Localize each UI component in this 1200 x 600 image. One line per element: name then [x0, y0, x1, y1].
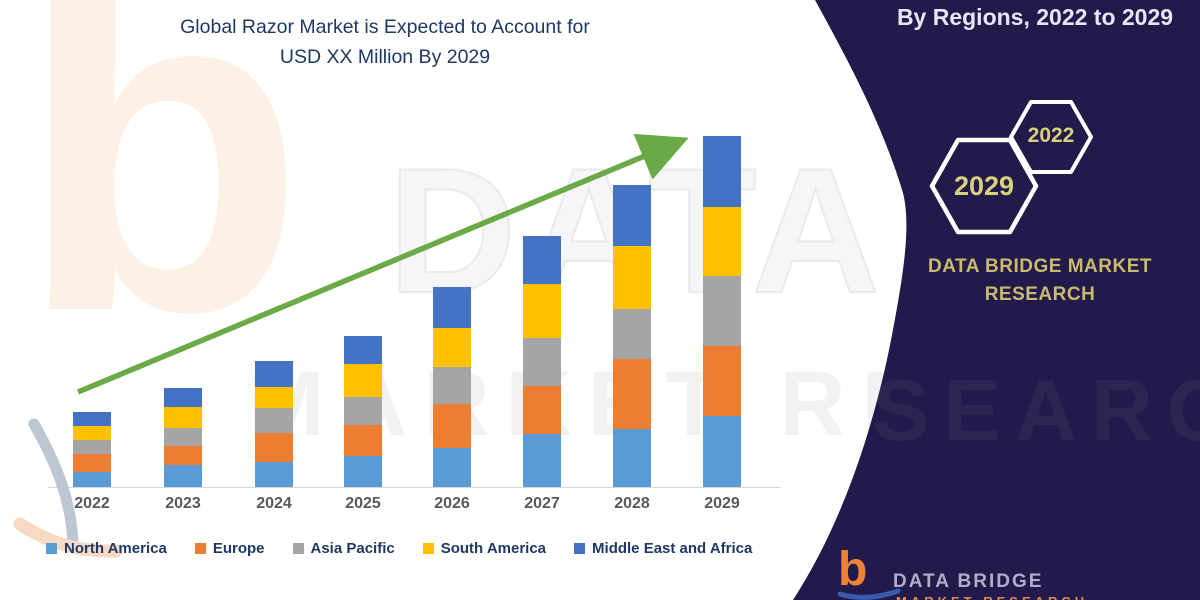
x-axis-label-2027: 2027 [524, 495, 560, 512]
bar-segment-north-america-2026 [433, 448, 471, 487]
bar-segment-europe-2022 [73, 454, 111, 472]
bar-segment-middle-east-and-africa-2025 [344, 336, 382, 364]
bar-segment-north-america-2024 [255, 462, 293, 487]
legend-item-middle-east-and-africa: Middle East and Africa [574, 540, 752, 557]
bar-segment-middle-east-and-africa-2022 [73, 412, 111, 426]
bar-segment-europe-2023 [164, 446, 202, 465]
footer-logo-b-icon: b [838, 543, 868, 596]
bar-segment-south-america-2026 [433, 328, 471, 367]
legend-label-middle-east-and-africa: Middle East and Africa [592, 540, 753, 557]
bar-segment-europe-2028 [613, 359, 651, 429]
chart-title: Global Razor Market is Expected to Accou… [60, 12, 710, 72]
bar-segment-south-america-2022 [73, 426, 111, 440]
sidebar-brand-text: DATA BRIDGE MARKET RESEARCH [890, 253, 1190, 308]
bar-segment-asia-pacific-2028 [613, 309, 651, 359]
bar-segment-asia-pacific-2024 [255, 408, 293, 433]
bar-segment-asia-pacific-2022 [73, 440, 111, 454]
x-axis-label-2029: 2029 [704, 495, 740, 512]
bar-2022 [73, 412, 111, 487]
bar-segment-asia-pacific-2026 [433, 367, 471, 404]
legend-item-south-america: South America [422, 540, 547, 557]
legend-item-europe: Europe [194, 540, 265, 557]
bar-segment-middle-east-and-africa-2028 [613, 185, 651, 246]
bar-segment-south-america-2029 [703, 207, 741, 276]
bar-segment-europe-2027 [523, 386, 561, 434]
chart-title-line1: Global Razor Market is Expected to Accou… [180, 16, 590, 38]
x-axis-label-2023: 2023 [165, 495, 201, 512]
legend-label-south-america: South America [440, 540, 547, 557]
chart-legend: North America Europe Asia Pacific South Ame… [46, 540, 806, 557]
bar-segment-middle-east-and-africa-2027 [523, 236, 561, 284]
legend-item-north-america: North America [46, 540, 167, 557]
bar-2023 [164, 388, 202, 487]
bar-segment-south-america-2024 [255, 387, 293, 408]
bar-segment-asia-pacific-2027 [523, 338, 561, 386]
sidebar-heading: By Regions, 2022 to 2029 [896, 4, 1174, 30]
bar-segment-middle-east-and-africa-2023 [164, 388, 202, 407]
hexagon-year-2022: 2022 [1027, 124, 1075, 147]
bar-segment-middle-east-and-africa-2024 [255, 361, 293, 387]
footer-logo-name: DATA BRIDGE [893, 571, 1044, 592]
bar-segment-europe-2025 [344, 425, 382, 456]
bar-segment-south-america-2023 [164, 407, 202, 428]
x-axis-label-2022: 2022 [74, 495, 110, 512]
x-axis-label-2026: 2026 [434, 495, 470, 512]
bar-2025 [344, 336, 382, 487]
footer-logo-tagline: MARKET RESEARCH [896, 594, 1088, 600]
footer-logo-swoosh-icon [837, 588, 901, 600]
x-axis-label-2025: 2025 [345, 495, 381, 512]
sidebar-brand-line2: RESEARCH [984, 283, 1096, 305]
chart-title-line2: USD XX Million By 2029 [279, 46, 491, 69]
x-axis-label-2028: 2028 [614, 495, 650, 512]
bar-2028 [613, 185, 651, 487]
bar-segment-asia-pacific-2029 [703, 276, 741, 346]
bar-2026 [433, 287, 471, 487]
bar-segment-south-america-2025 [344, 364, 382, 397]
bar-segment-south-america-2027 [523, 284, 561, 338]
bar-segment-north-america-2025 [344, 456, 382, 487]
legend-label-europe: Europe [212, 540, 265, 557]
hexagon-year-2029: 2029 [953, 171, 1015, 201]
x-axis-label-2024: 2024 [256, 495, 292, 512]
bar-segment-asia-pacific-2025 [344, 397, 382, 425]
bar-segment-south-america-2028 [613, 246, 651, 309]
bar-segment-north-america-2028 [613, 429, 651, 487]
legend-swatch-middle-east-and-africa [574, 543, 586, 554]
bar-segment-europe-2029 [703, 346, 741, 416]
x-axis-line [48, 487, 780, 488]
bar-segment-middle-east-and-africa-2026 [433, 287, 471, 328]
bar-segment-europe-2024 [255, 433, 293, 462]
sidebar-watermark-text: SEARCH [872, 363, 1200, 459]
bar-segment-north-america-2029 [703, 416, 741, 487]
bar-2024 [255, 361, 293, 487]
bar-2029 [703, 136, 741, 487]
bar-segment-europe-2026 [433, 404, 471, 448]
bar-segment-north-america-2022 [73, 472, 111, 487]
legend-swatch-south-america [422, 543, 434, 554]
legend-label-asia-pacific: Asia Pacific [310, 540, 395, 557]
bar-2027 [523, 236, 561, 487]
bar-segment-north-america-2027 [523, 434, 561, 487]
bar-segment-asia-pacific-2023 [164, 428, 202, 446]
legend-swatch-europe [194, 543, 206, 554]
legend-swatch-north-america [46, 543, 57, 554]
sidebar-brand-line1: DATA BRIDGE MARKET [928, 256, 1152, 277]
legend-item-asia-pacific: Asia Pacific [292, 540, 395, 557]
legend-swatch-asia-pacific [292, 543, 304, 554]
bar-segment-middle-east-and-africa-2029 [703, 136, 741, 207]
bar-segment-north-america-2023 [164, 465, 202, 487]
legend-label-north-america: North America [64, 540, 167, 557]
